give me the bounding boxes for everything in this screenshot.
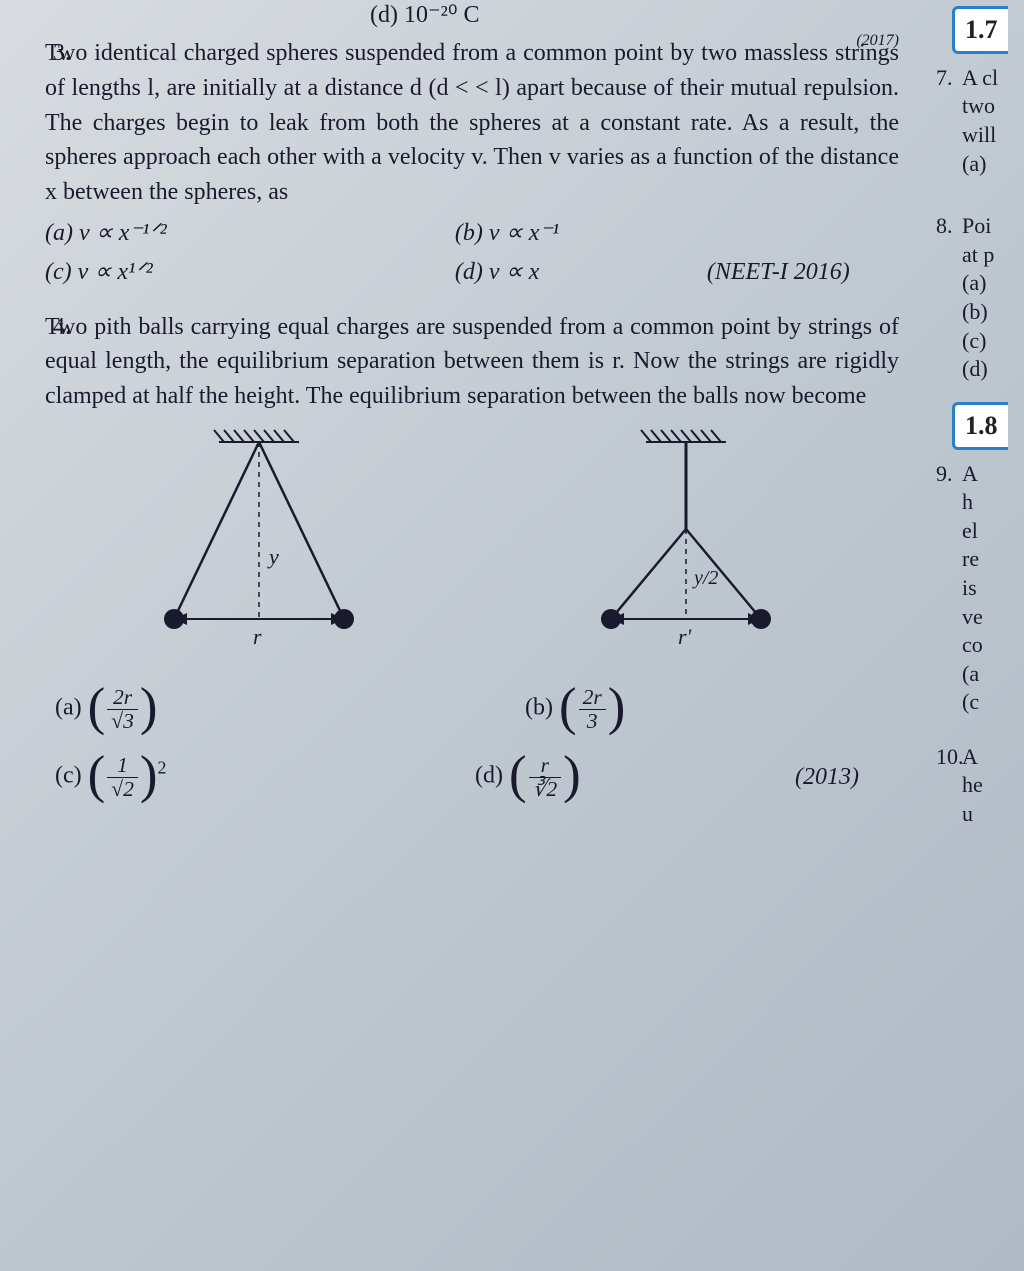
side-q7: 7. A cl two will (a) — [934, 64, 1024, 178]
q3-opt-b: (b) v ∝ x⁻¹ — [455, 214, 865, 253]
question-4: 4. Two pith balls carrying equal charges… — [45, 310, 1009, 801]
q4-opt-c: (c) ( 1 √2 )2 — [55, 754, 275, 800]
side-q8: 8. Poi at p (a) (b) (c) (d) — [934, 212, 1024, 384]
section-tab-1-7: 1.7 — [952, 6, 1008, 54]
fig2-r-label: r' — [678, 624, 692, 649]
q3-opt-a: (a) v ∝ x⁻¹ᐟ² — [45, 214, 455, 253]
q4-figures: y r — [45, 424, 899, 664]
q3-number: 3. — [53, 36, 71, 71]
q3-neet-year: (NEET-I 2016) — [707, 259, 850, 285]
q4-opts-row2: (c) ( 1 √2 )2 (d) ( r ∛2 ) (2013) — [45, 754, 899, 800]
q4-figure-right: y/2 r' — [556, 424, 816, 664]
q4-opts-row1: (a) ( 2r √3 ) (b) ( 2r 3 ) — [45, 686, 899, 732]
q4-opt-d: (d) ( r ∛2 ) — [475, 754, 695, 800]
side-column: 1.7 7. A cl two will (a) 8. Poi at p (a)… — [934, 0, 1024, 1271]
q4-figure-left: y r — [129, 424, 389, 664]
q4-opt-b: (b) ( 2r 3 ) — [525, 686, 745, 732]
q3-opt-d: (d) v ∝ x (NEET-I 2016) — [455, 253, 865, 292]
page-main: 3. Two identical charged spheres suspend… — [0, 0, 1024, 833]
question-3: 3. Two identical charged spheres suspend… — [45, 36, 1009, 292]
q4-opt-a: (a) ( 2r √3 ) — [55, 686, 275, 732]
fig1-y-label: y — [267, 544, 279, 569]
side-q9: 9. A h el re is ve co (a (c — [934, 460, 1024, 717]
q3-opt-c: (c) v ∝ x¹ᐟ² — [45, 253, 455, 292]
q3-options: (a) v ∝ x⁻¹ᐟ² (b) v ∝ x⁻¹ (c) v ∝ x¹ᐟ² (… — [45, 214, 899, 292]
q4-number: 4. — [53, 310, 71, 345]
q3-text: Two identical charged spheres suspended … — [45, 40, 899, 205]
fig1-r-label: r — [253, 624, 262, 649]
section-tab-1-8: 1.8 — [952, 402, 1008, 450]
fig2-y-label: y/2 — [692, 567, 718, 589]
q4-year: (2013) — [795, 760, 859, 795]
q4-text: Two pith balls carrying equal charges ar… — [45, 314, 899, 410]
side-q10: 10. A he u — [934, 743, 1024, 829]
